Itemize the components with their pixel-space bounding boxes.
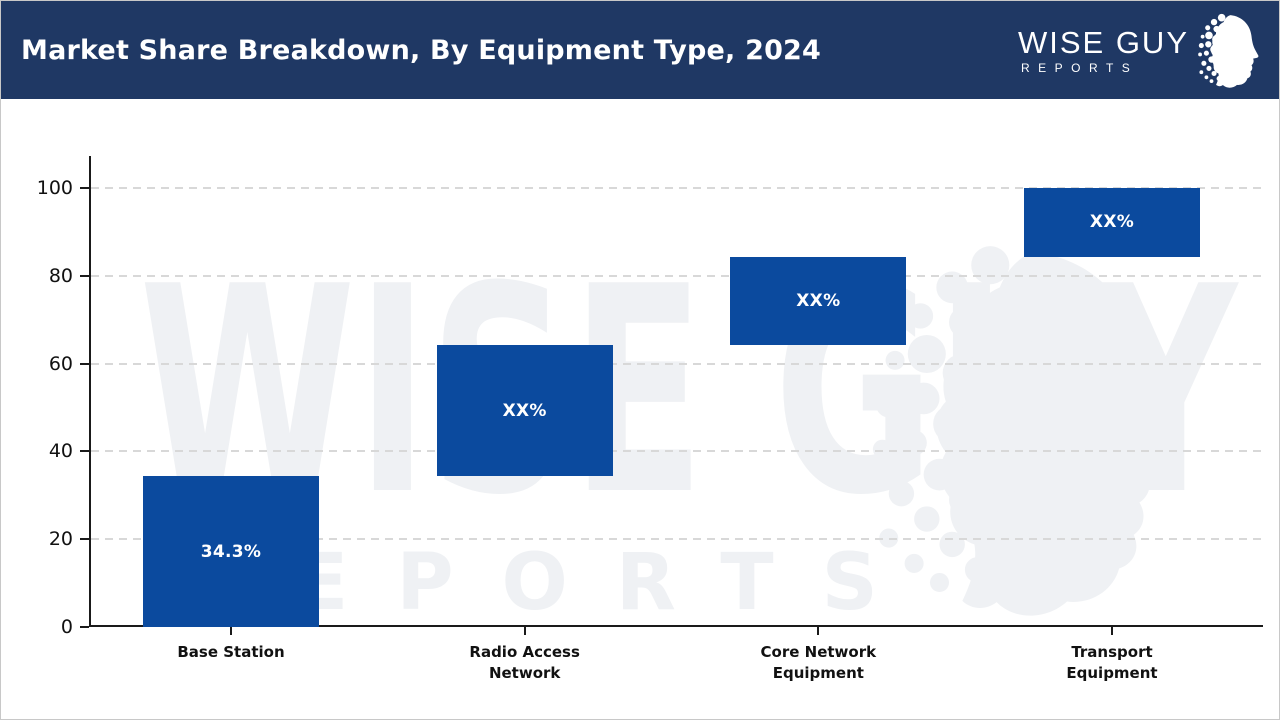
bar-value-label: XX% xyxy=(502,400,547,421)
x-axis-category-label: Radio Access Network xyxy=(469,643,580,682)
x-tick-mark xyxy=(817,627,820,635)
wiseguy-head-icon xyxy=(1198,13,1259,88)
gridline xyxy=(91,538,1263,541)
y-tick-mark xyxy=(80,274,89,277)
y-tick-mark xyxy=(80,450,89,453)
gridline xyxy=(91,187,1263,189)
y-axis-line xyxy=(89,156,91,627)
x-tick-mark xyxy=(1111,627,1113,635)
y-tick-label: 40 xyxy=(48,440,73,463)
bar: XX% xyxy=(1024,188,1200,257)
bar-value-label: XX% xyxy=(796,290,841,311)
y-tick-label: 100 xyxy=(36,177,73,199)
y-tick-label: 0 xyxy=(60,616,73,638)
bar: XX% xyxy=(730,256,907,345)
gridline xyxy=(91,274,1263,277)
header-bar: Market Share Breakdown, By Equipment Typ… xyxy=(1,1,1279,99)
x-axis-category-label: Core Network Equipment xyxy=(760,643,877,682)
plot-area: 0 20 40 60 80 100 34.3% Base Station XX% Radio Ac… xyxy=(37,156,1263,682)
chart-title: Market Share Breakdown, By Equipment Typ… xyxy=(21,34,822,66)
y-tick-mark xyxy=(80,626,89,628)
y-tick-mark xyxy=(80,187,89,189)
y-tick-mark xyxy=(80,538,89,541)
bar-value-label: 34.3% xyxy=(200,541,262,562)
x-tick-mark xyxy=(523,627,526,635)
y-tick-label: 20 xyxy=(48,528,73,551)
x-axis-line xyxy=(89,625,1263,627)
wiseguy-logo: WISE GUY REPORTS xyxy=(1018,9,1261,91)
bar-value-label: XX% xyxy=(1089,212,1135,233)
gridline xyxy=(91,450,1263,453)
y-tick-label: 80 xyxy=(48,264,73,287)
x-axis-category-label: Transport Equipment xyxy=(1066,643,1158,682)
bar: XX% xyxy=(436,344,613,477)
gridline xyxy=(91,362,1263,365)
y-tick-mark xyxy=(80,362,89,365)
y-tick-label: 60 xyxy=(48,352,73,375)
x-axis-category-label: Base Station xyxy=(177,643,285,661)
logo-brand-subtitle: REPORTS xyxy=(1020,60,1139,75)
wiseguy-logo-text: WISE GUY REPORTS xyxy=(1018,27,1189,74)
logo-brand-name: WISE GUY xyxy=(1017,24,1189,60)
x-tick-mark xyxy=(230,627,232,635)
bar: 34.3% xyxy=(143,476,319,627)
